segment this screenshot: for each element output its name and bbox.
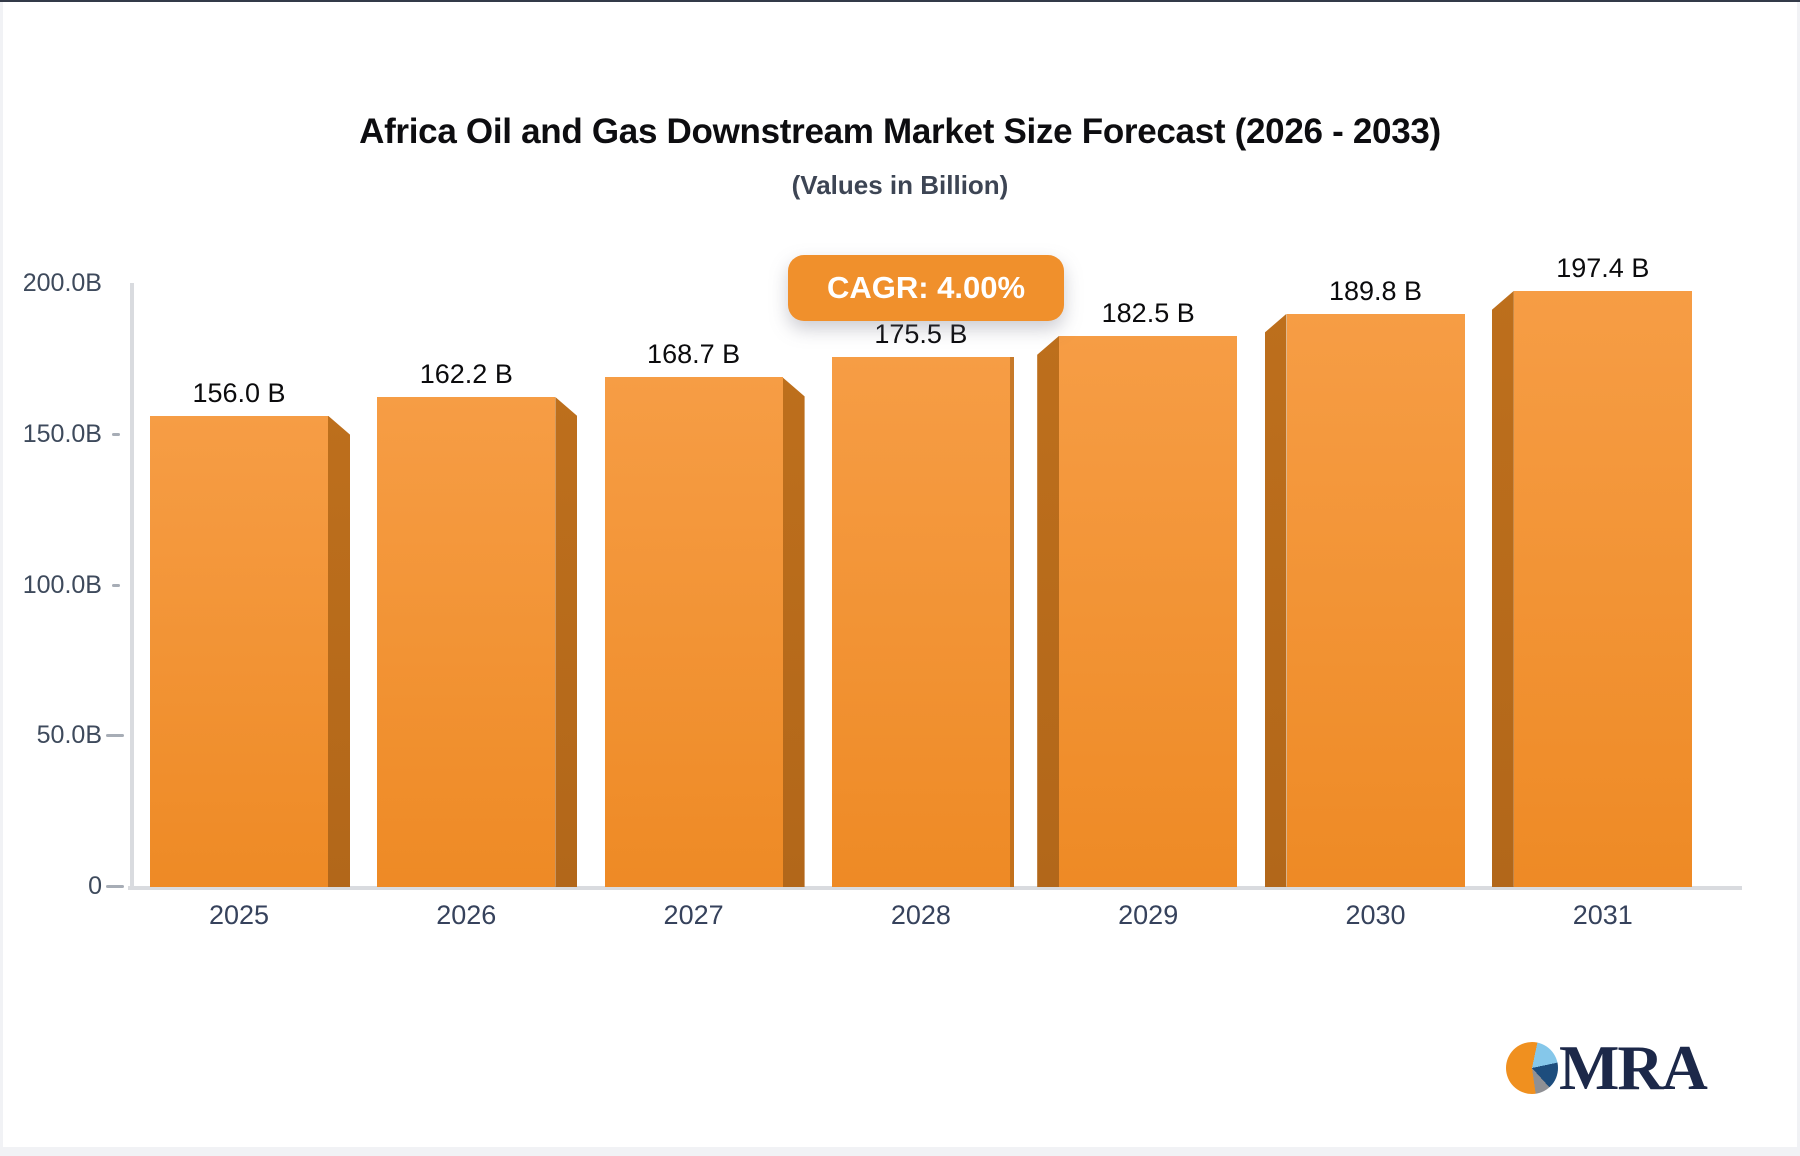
y-tick-label: 50.0B [36, 721, 102, 750]
y-tick-label: 100.0B [22, 570, 102, 599]
logo-text: MRA [1559, 1032, 1708, 1103]
bar-side-face-2026 [555, 396, 578, 887]
value-label-2026: 162.2 B [419, 358, 513, 389]
bar-2029 [1059, 335, 1238, 887]
x-tick-label-2026: 2026 [436, 900, 497, 930]
x-tick-label-2028: 2028 [890, 900, 951, 930]
pie-chart-logo-icon [1506, 1042, 1558, 1094]
y-tick-label: 200.0B [22, 269, 102, 297]
bar-2025 [150, 415, 328, 887]
bar-side-face-2030 [1264, 313, 1287, 887]
bar-2028 [831, 356, 1014, 887]
bar-2027 [604, 377, 783, 887]
value-label-2027: 168.7 B [647, 339, 741, 370]
x-axis-line [128, 886, 1742, 890]
cagr-badge: CAGR: 4.00% [788, 255, 1064, 321]
mra-logo: MRA [1506, 1032, 1708, 1103]
value-label-2030: 189.8 B [1328, 275, 1423, 306]
window-top-edge [0, 0, 1800, 2]
bar-2030 [1286, 313, 1465, 887]
value-label-2028: 175.5 B [874, 318, 968, 349]
y-tick-label: 150.0B [22, 419, 102, 448]
value-label-2031: 197.4 B [1556, 252, 1650, 283]
y-tick-mark [106, 885, 124, 888]
x-tick-label-2031: 2031 [1572, 900, 1633, 930]
x-tick-label-2027: 2027 [663, 900, 724, 930]
y-tick-mark [112, 432, 120, 436]
bar-side-face-2025 [328, 415, 350, 887]
x-tick-label-2025: 2025 [208, 900, 270, 930]
bar-2026 [377, 396, 556, 887]
x-tick-label-2030: 2030 [1345, 900, 1406, 930]
bar-side-face-2031 [1491, 290, 1514, 887]
chart-subtitle: (Values in Billion) [791, 170, 1009, 200]
y-tick-label: 0 [88, 872, 102, 900]
bar-side-face-2027 [782, 377, 805, 887]
bar-2031 [1513, 290, 1692, 887]
value-label-2029: 182.5 B [1101, 297, 1195, 328]
x-tick-label-2029: 2029 [1118, 900, 1179, 930]
chart-title: Africa Oil and Gas Downstream Market Siz… [359, 112, 1441, 151]
value-label-2025: 156.0 B [192, 377, 286, 408]
y-axis-line [130, 283, 134, 887]
bar-side-face-2029 [1037, 335, 1060, 887]
y-tick-mark [112, 583, 120, 587]
y-tick-mark [106, 734, 124, 738]
